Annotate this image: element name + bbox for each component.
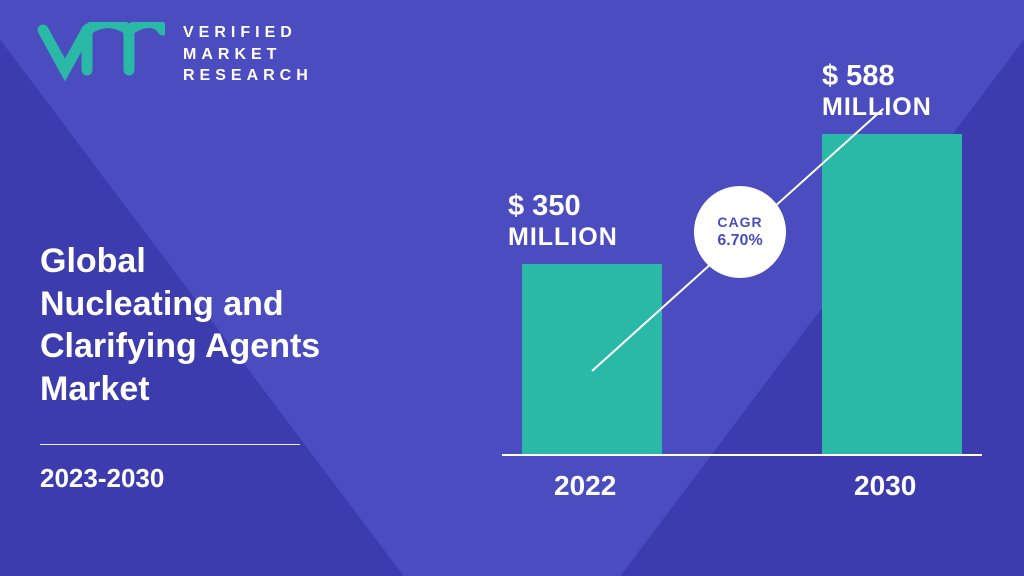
x-axis [502,454,982,456]
title-block: Global Nucleating and Clarifying Agents … [40,240,420,494]
bar-2030-value: $ 588 [822,60,932,93]
bar-2022 [522,264,662,454]
cagr-badge: CAGR 6.70% [694,186,786,278]
infographic-canvas: VERIFIED MARKET RESEARCH Global Nucleati… [0,0,1024,576]
bar-2022-value-label: $ 350 MILLION [508,190,618,252]
title-line1: Global [40,242,146,280]
title-line4: Market [40,370,150,408]
cagr-value: 6.70% [717,232,762,250]
logo-text: VERIFIED MARKET RESEARCH [183,22,313,87]
bar-chart: $ 350 MILLION 2022 $ 588 MILLION 2030 CA… [502,60,982,510]
logo-line3: RESEARCH [183,65,313,87]
bar-2022-value: $ 350 [508,190,618,223]
report-title: Global Nucleating and Clarifying Agents … [40,240,420,410]
logo-line1: VERIFIED [183,22,313,44]
title-line3: Clarifying Agents [40,327,320,365]
logo-block: VERIFIED MARKET RESEARCH [35,22,313,87]
forecast-period: 2023-2030 [40,463,420,494]
bar-2022-unit: MILLION [508,223,618,252]
cagr-label: CAGR [717,214,762,230]
title-line2: Nucleating and [40,285,284,323]
logo-line2: MARKET [183,44,313,66]
vmr-logo-icon [35,22,165,86]
bar-2030 [822,134,962,454]
bar-2030-unit: MILLION [822,93,932,122]
title-divider [40,444,300,445]
bar-2030-year: 2030 [854,470,916,502]
bar-2022-year: 2022 [554,470,616,502]
